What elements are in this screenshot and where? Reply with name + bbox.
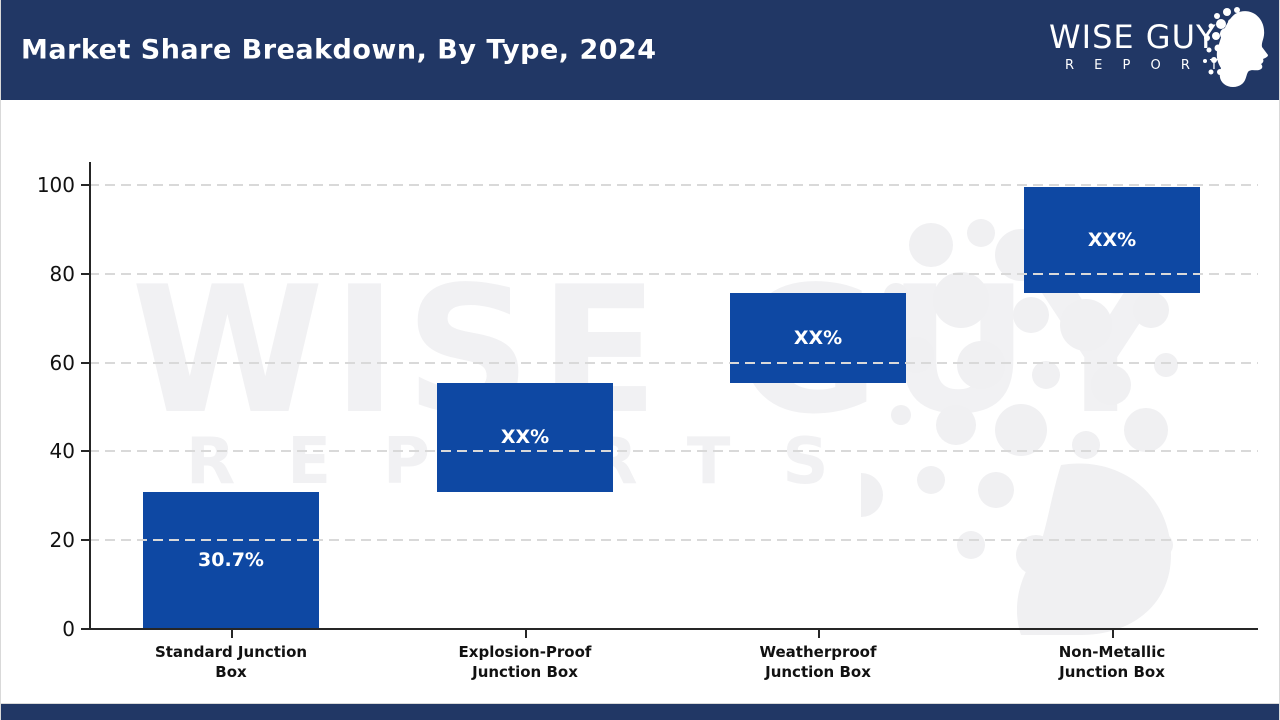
y-tick-mark: [81, 272, 89, 275]
x-tick-mark: [818, 630, 820, 638]
gridline: [89, 539, 1258, 542]
y-tick-label: 100: [36, 173, 75, 197]
x-category-label: Standard Junction Box: [154, 643, 308, 682]
bar-segment: XX%: [437, 382, 613, 492]
x-category-label: Explosion-Proof Junction Box: [458, 643, 592, 682]
footer-band: [1, 703, 1279, 720]
wise-guy-logo: WISE GUY R E P O R T S: [1019, 0, 1269, 100]
y-tick-label: 20: [49, 528, 75, 553]
y-tick-mark: [81, 450, 89, 453]
bar-value-label: XX%: [1087, 229, 1137, 252]
y-tick-label: 60: [49, 350, 75, 375]
y-tick-mark: [81, 539, 89, 542]
y-tick-label: 80: [49, 261, 75, 286]
y-axis-spine: [89, 162, 91, 630]
gridline: [89, 272, 1258, 275]
x-category-label: Weatherproof Junction Box: [759, 643, 877, 682]
x-tick-mark: [1112, 630, 1114, 638]
y-tick-label: 40: [49, 439, 75, 464]
gridline: [89, 184, 1258, 186]
page-title: Market Share Breakdown, By Type, 2024: [21, 34, 657, 66]
logo-wordmark: WISE GUY: [1049, 18, 1217, 56]
bar-segment: XX%: [730, 293, 906, 383]
plot-area: 0 20 40 60 80 100 30.7% XX% XX% XX% Standard Junct…: [1, 100, 1279, 704]
logo-subtitle: R E P O R T S: [1065, 58, 1255, 73]
gridline: [89, 450, 1258, 453]
x-category-label: Non-Metallic Junction Box: [1058, 643, 1166, 682]
y-tick-mark: [81, 628, 89, 630]
x-axis-spine: [89, 628, 1258, 630]
bar-segment: XX%: [1024, 187, 1200, 294]
header-band: Market Share Breakdown, By Type, 2024 WI…: [1, 0, 1279, 100]
y-tick-mark: [81, 184, 89, 186]
bar-value-label: 30.7%: [198, 548, 264, 571]
bar-value-label: XX%: [500, 426, 550, 449]
y-tick-mark: [81, 361, 89, 364]
logo-head-profile-icon: [1203, 7, 1268, 88]
y-tick-label: 0: [62, 617, 75, 641]
x-tick-mark: [525, 630, 527, 638]
x-tick-mark: [231, 630, 233, 638]
gridline: [89, 361, 1258, 364]
bar-segment: 30.7%: [143, 491, 319, 628]
bar-value-label: XX%: [793, 327, 843, 350]
